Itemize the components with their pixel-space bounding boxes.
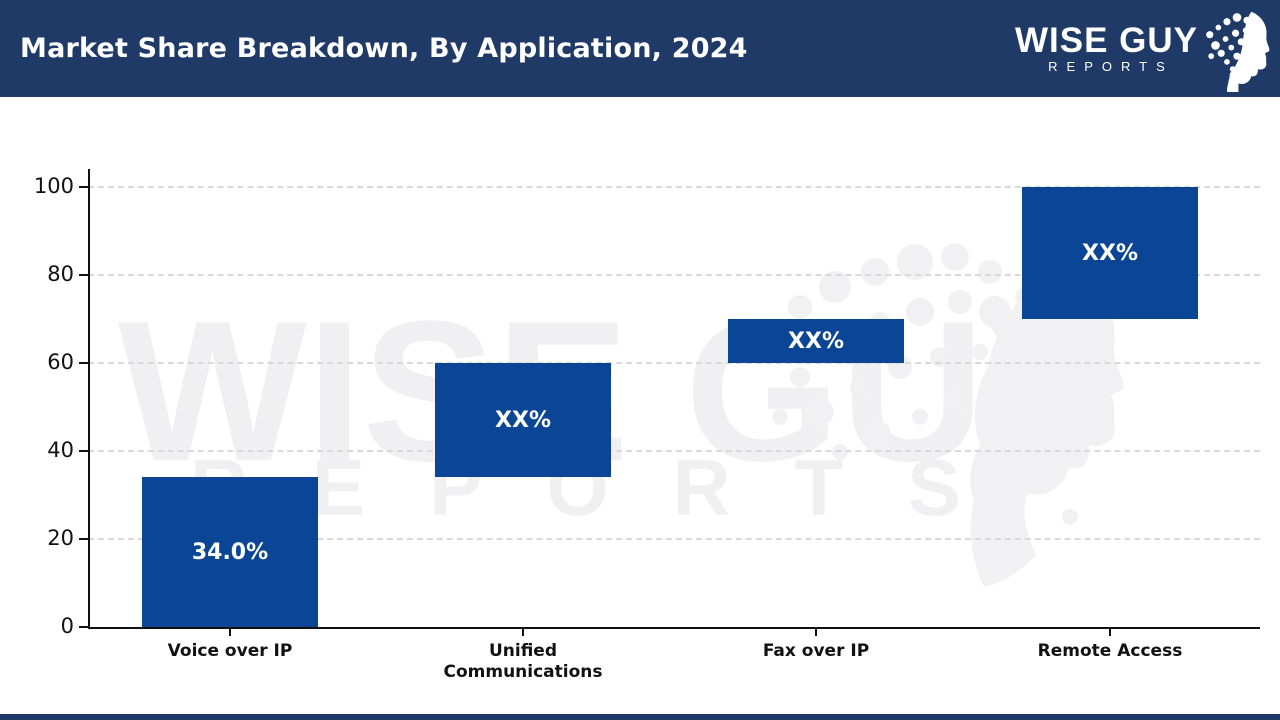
bar-fax-over-ip: XX% — [728, 319, 904, 363]
x-tick-3 — [815, 627, 817, 636]
bar-value-label: XX% — [495, 407, 551, 433]
gridline-y40 — [88, 450, 1260, 452]
y-tick-40 — [79, 450, 88, 452]
y-tick-label-60: 60 — [47, 350, 74, 374]
logo-text: WISE GUY REPORTS — [1014, 20, 1198, 75]
y-tick-20 — [79, 538, 88, 540]
header-bar: Market Share Breakdown, By Application, … — [0, 0, 1280, 97]
y-tick-label-100: 100 — [33, 174, 74, 198]
bar-voice-over-ip: 34.0% — [142, 477, 318, 627]
logo-reports-text: REPORTS — [1048, 59, 1174, 75]
plot-area: WISE GUY REPORTS 0 20 40 60 80 100 34.0% XX% XX%… — [0, 97, 1280, 714]
gridline-y80 — [88, 274, 1260, 276]
x-label-3: Fax over IP — [762, 641, 870, 661]
watermark-head-icon — [756, 243, 1124, 587]
x-tick-4 — [1109, 627, 1111, 636]
bar-unified-communications: XX% — [435, 363, 611, 478]
y-axis-line — [88, 169, 90, 629]
y-tick-label-80: 80 — [47, 262, 74, 286]
y-tick-label-20: 20 — [47, 526, 74, 550]
logo-head-icon — [1206, 11, 1270, 92]
gridline-y100 — [88, 186, 1260, 188]
y-tick-80 — [79, 274, 88, 276]
y-tick-100 — [79, 186, 88, 188]
x-axis-line — [88, 627, 1260, 629]
y-tick-60 — [79, 362, 88, 364]
x-tick-2 — [522, 627, 524, 636]
y-tick-label-0: 0 — [60, 614, 74, 638]
gridline-y20 — [88, 538, 1260, 540]
page-title: Market Share Breakdown, By Application, … — [20, 33, 748, 64]
gridline-y60 — [88, 362, 1260, 364]
wise-guy-logo: WISE GUY REPORTS — [1015, 6, 1274, 92]
x-tick-1 — [229, 627, 231, 636]
y-tick-0 — [79, 626, 88, 628]
logo-wiseguy-text: WISE GUY — [1014, 20, 1198, 60]
bar-remote-access: XX% — [1022, 187, 1198, 319]
bar-value-label: XX% — [1082, 240, 1138, 266]
footer-bar — [0, 714, 1280, 720]
bar-value-label: XX% — [788, 328, 844, 354]
bar-value-label: 34.0% — [191, 539, 269, 565]
y-tick-label-40: 40 — [47, 438, 74, 462]
x-label-1: Voice over IP — [167, 641, 293, 661]
x-label-2: Unified Communications — [443, 641, 603, 683]
x-label-4: Remote Access — [1037, 641, 1183, 661]
